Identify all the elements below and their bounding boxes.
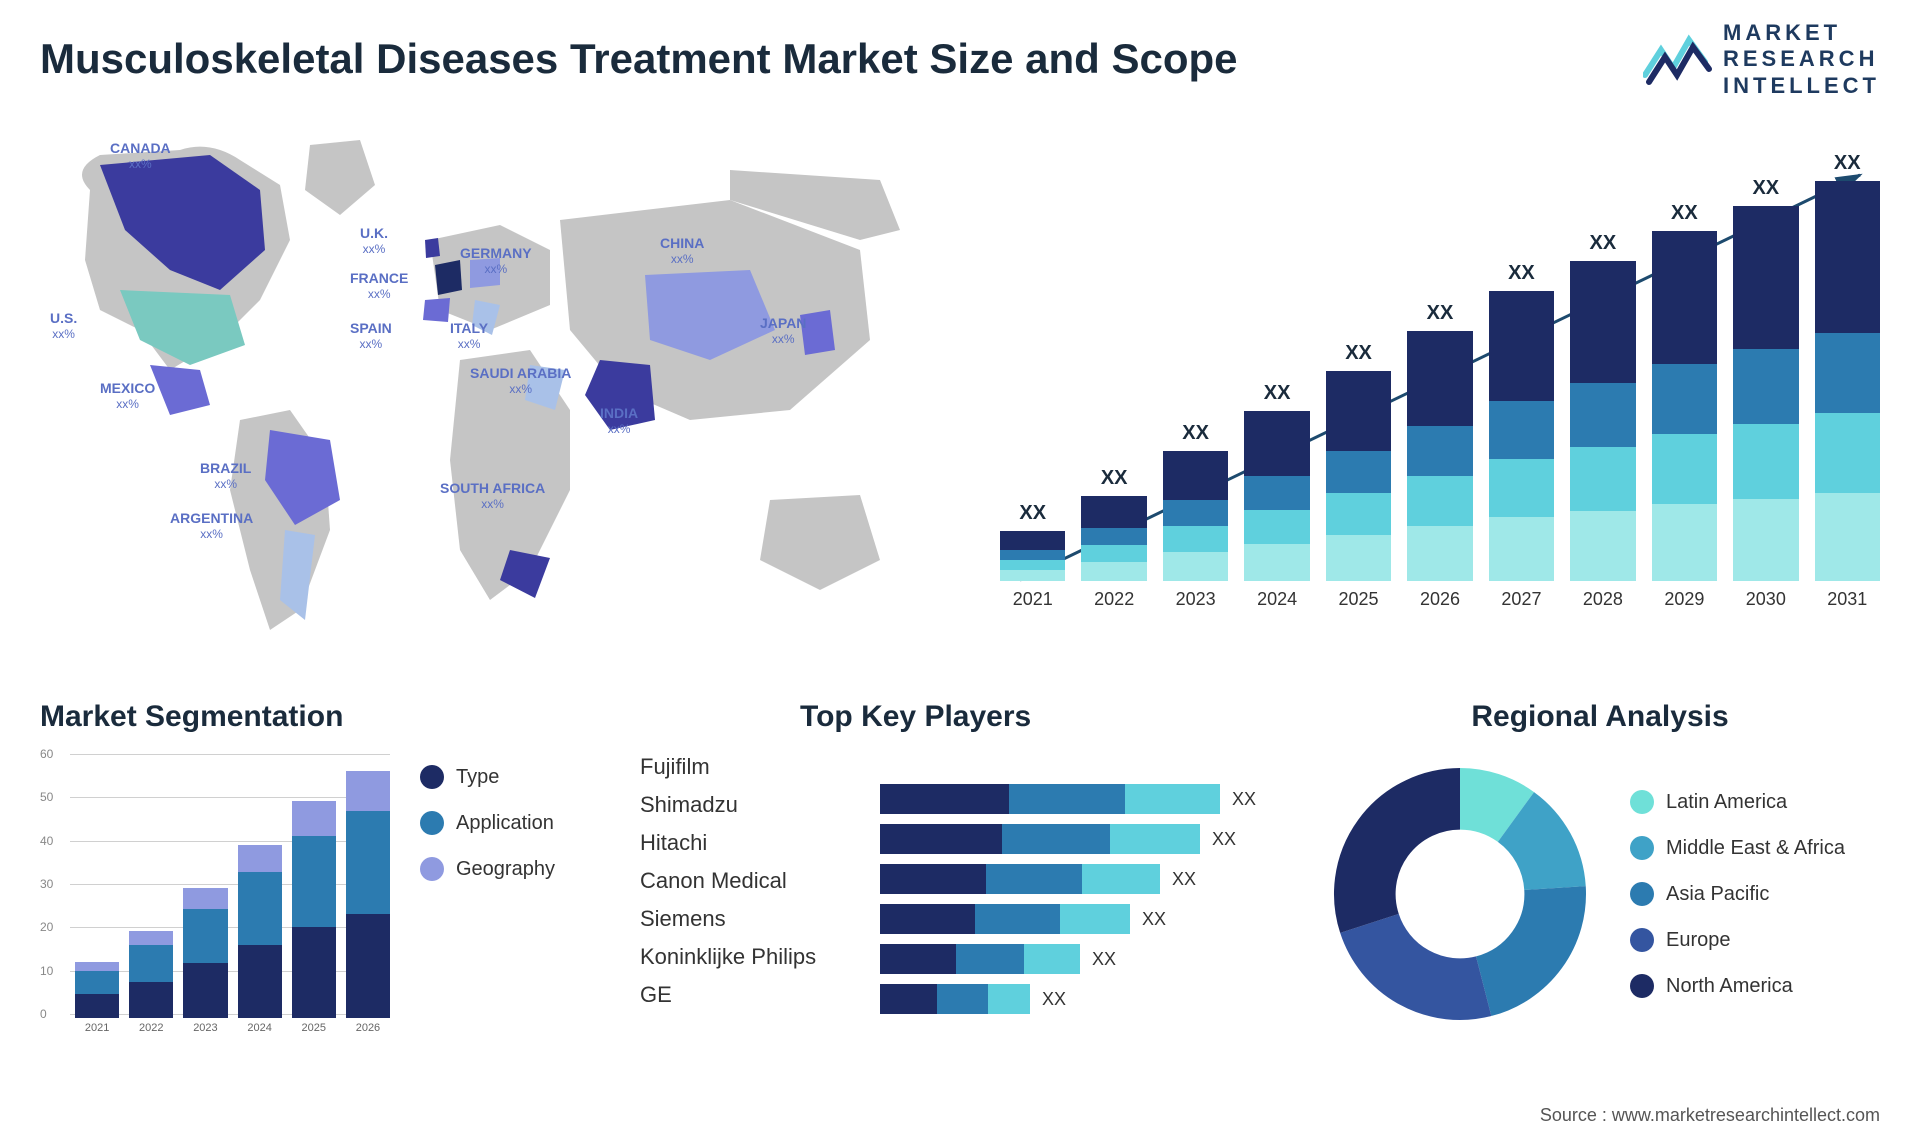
- player-name: Canon Medical: [640, 868, 787, 894]
- world-map: CANADAxx% U.S.xx% MEXICOxx% BRAZILxx% ARGENT…: [30, 130, 930, 650]
- map-label: ARGENTINAxx%: [170, 510, 253, 541]
- map-label: JAPANxx%: [760, 315, 806, 346]
- source-text: Source : www.marketresearchintellect.com: [1540, 1105, 1880, 1126]
- player-name: Koninklijke Philips: [640, 944, 816, 970]
- map-label: U.K.xx%: [360, 225, 388, 256]
- map-label: FRANCExx%: [350, 270, 408, 301]
- player-bar-row: XX: [880, 944, 1320, 974]
- brand-logo: MARKET RESEARCH INTELLECT: [1643, 20, 1880, 99]
- key-players-bars: XX XX XX XX XX XX: [880, 754, 1320, 1014]
- logo-mark-icon: [1643, 30, 1713, 90]
- legend-item: Geography: [420, 857, 555, 881]
- legend-item: Application: [420, 811, 555, 835]
- regional-title: Regional Analysis: [1320, 700, 1880, 734]
- map-label: U.S.xx%: [50, 310, 77, 341]
- main-bar-column: XX2024: [1244, 382, 1309, 610]
- main-bar-column: XX2025: [1326, 342, 1391, 610]
- key-players-title: Top Key Players: [800, 700, 1320, 734]
- map-label: INDIAxx%: [600, 405, 638, 436]
- main-bar-column: XX2026: [1407, 302, 1472, 610]
- seg-bar-column: 2023: [183, 888, 227, 1034]
- map-label: CANADAxx%: [110, 140, 171, 171]
- player-bar-row: XX: [880, 984, 1320, 1014]
- page-title: Musculoskeletal Diseases Treatment Marke…: [40, 35, 1238, 83]
- main-bar-column: XX2028: [1570, 232, 1635, 610]
- map-label: GERMANYxx%: [460, 245, 532, 276]
- player-bar-row: XX: [880, 904, 1320, 934]
- main-bar-column: XX2023: [1163, 422, 1228, 610]
- map-label: SOUTH AFRICAxx%: [440, 480, 545, 511]
- map-label: SPAINxx%: [350, 320, 392, 351]
- seg-bar-column: 2021: [75, 962, 119, 1034]
- main-bar-column: XX2031: [1815, 152, 1880, 610]
- legend-item: Europe: [1630, 928, 1845, 952]
- player-bar-row: XX: [880, 864, 1320, 894]
- segmentation-legend: Type Application Geography: [420, 765, 555, 881]
- map-label: ITALYxx%: [450, 320, 488, 351]
- player-name: Fujifilm: [640, 754, 710, 780]
- map-label: MEXICOxx%: [100, 380, 155, 411]
- legend-item: North America: [1630, 974, 1845, 998]
- regional-legend: Latin America Middle East & Africa Asia Pa…: [1630, 790, 1845, 998]
- regional-panel: Regional Analysis Latin America Middle Ea…: [1320, 700, 1880, 1034]
- main-bar-column: XX2029: [1652, 202, 1717, 610]
- player-name: Siemens: [640, 906, 726, 932]
- seg-bar-column: 2022: [129, 931, 173, 1034]
- player-name: GE: [640, 982, 672, 1008]
- legend-item: Type: [420, 765, 555, 789]
- seg-bar-column: 2025: [292, 801, 336, 1034]
- map-label: BRAZILxx%: [200, 460, 251, 491]
- key-players-panel: Top Key Players Fujifilm Shimadzu Hitachi C…: [640, 700, 1320, 1014]
- segmentation-chart: 0102030405060 202120222023202420252026: [40, 754, 390, 1054]
- player-name: Shimadzu: [640, 792, 738, 818]
- main-bar-column: XX2027: [1489, 262, 1554, 610]
- player-bar-row: XX: [880, 824, 1320, 854]
- seg-bar-column: 2024: [238, 845, 282, 1034]
- legend-item: Middle East & Africa: [1630, 836, 1845, 860]
- logo-text: MARKET RESEARCH INTELLECT: [1723, 20, 1880, 99]
- player-name: Hitachi: [640, 830, 707, 856]
- seg-bar-column: 2026: [346, 771, 390, 1034]
- main-bar-column: XX2030: [1733, 177, 1798, 610]
- main-bar-column: XX2022: [1081, 467, 1146, 610]
- segmentation-title: Market Segmentation: [40, 700, 620, 734]
- segmentation-panel: Market Segmentation 0102030405060 202120…: [40, 700, 620, 1054]
- map-label: CHINAxx%: [660, 235, 704, 266]
- legend-item: Asia Pacific: [1630, 882, 1845, 906]
- player-bar-row: XX: [880, 784, 1320, 814]
- key-players-names: Fujifilm Shimadzu Hitachi Canon Medical Siem…: [640, 754, 860, 1014]
- regional-donut-chart: [1320, 754, 1600, 1034]
- main-bar-column: XX2021: [1000, 502, 1065, 610]
- legend-item: Latin America: [1630, 790, 1845, 814]
- market-growth-chart: XX2021XX2022 XX2023XX2024 XX2025XX2026 XX20…: [1000, 150, 1880, 640]
- map-label: SAUDI ARABIAxx%: [470, 365, 571, 396]
